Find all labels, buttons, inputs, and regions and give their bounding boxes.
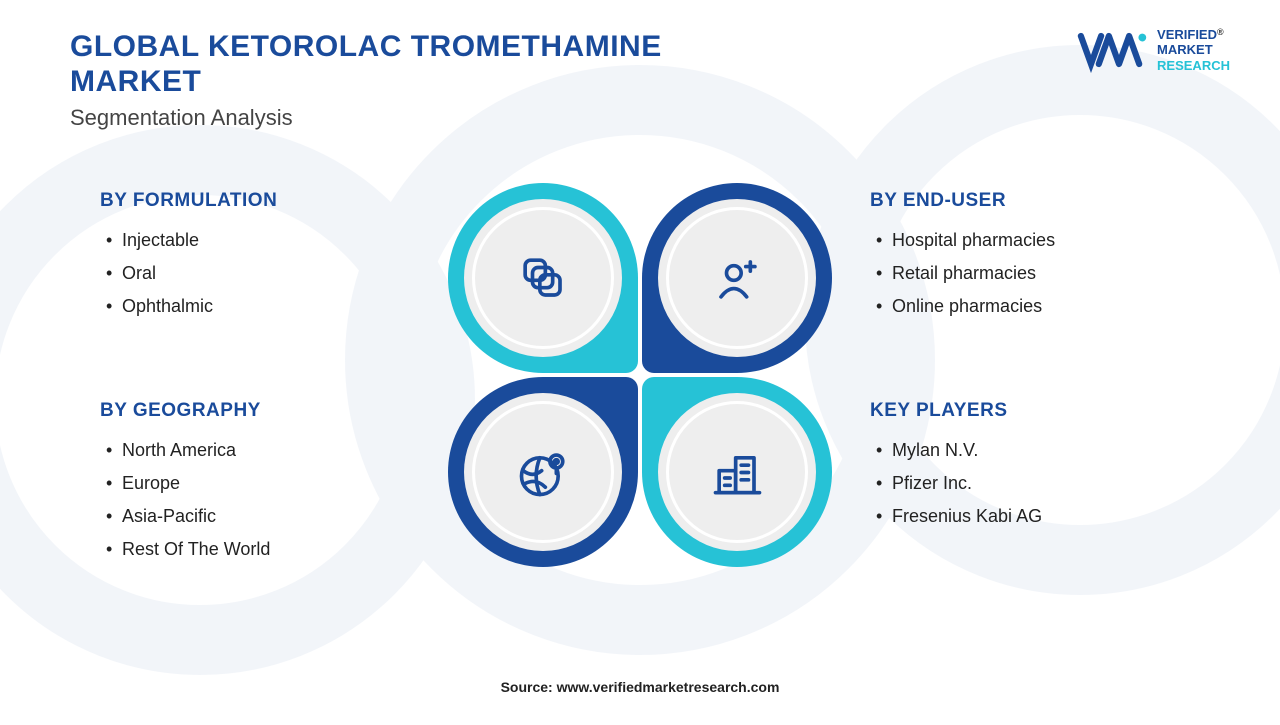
building-icon — [710, 445, 765, 500]
section-list: Injectable Oral Ophthalmic — [100, 224, 400, 323]
list-item: Pfizer Inc. — [870, 467, 1220, 500]
list-item: Hospital pharmacies — [870, 224, 1220, 257]
page-title: GLOBAL KETOROLAC TROMETHAMINE MARKET — [70, 30, 662, 99]
section-title: KEY PLAYERS — [870, 400, 1220, 422]
center-petal-graphic — [440, 175, 840, 575]
header: GLOBAL KETOROLAC TROMETHAMINE MARKET Seg… — [70, 30, 662, 131]
layers-icon — [516, 251, 571, 306]
source-text: Source: www.verifiedmarketresearch.com — [0, 679, 1280, 695]
list-item: Mylan N.V. — [870, 434, 1220, 467]
list-item: Retail pharmacies — [870, 257, 1220, 290]
list-item: Europe — [100, 467, 400, 500]
section-title: BY GEOGRAPHY — [100, 400, 400, 422]
list-item: Oral — [100, 257, 400, 290]
section-end-user: BY END-USER Hospital pharmacies Retail p… — [870, 190, 1220, 323]
section-formulation: BY FORMULATION Injectable Oral Ophthalmi… — [100, 190, 400, 323]
section-title: BY FORMULATION — [100, 190, 400, 212]
petal-key-players — [642, 377, 832, 567]
page-subtitle: Segmentation Analysis — [70, 105, 662, 131]
petal-geography — [448, 377, 638, 567]
globe-icon — [516, 445, 571, 500]
list-item: Injectable — [100, 224, 400, 257]
section-list: Hospital pharmacies Retail pharmacies On… — [870, 224, 1220, 323]
logo-mark-icon — [1077, 25, 1147, 75]
list-item: North America — [100, 434, 400, 467]
section-title: BY END-USER — [870, 190, 1220, 212]
list-item: Fresenius Kabi AG — [870, 500, 1220, 533]
list-item: Rest Of The World — [100, 533, 400, 566]
logo-text: VERIFIED® MARKET RESEARCH — [1157, 27, 1230, 74]
list-item: Online pharmacies — [870, 290, 1220, 323]
section-list: North America Europe Asia-Pacific Rest O… — [100, 434, 400, 566]
petal-end-user — [642, 183, 832, 373]
petal-formulation — [448, 183, 638, 373]
section-list: Mylan N.V. Pfizer Inc. Fresenius Kabi AG — [870, 434, 1220, 533]
brand-logo: VERIFIED® MARKET RESEARCH — [1077, 25, 1230, 75]
list-item: Asia-Pacific — [100, 500, 400, 533]
section-key-players: KEY PLAYERS Mylan N.V. Pfizer Inc. Frese… — [870, 400, 1220, 533]
user-icon — [710, 251, 765, 306]
list-item: Ophthalmic — [100, 290, 400, 323]
section-geography: BY GEOGRAPHY North America Europe Asia-P… — [100, 400, 400, 566]
